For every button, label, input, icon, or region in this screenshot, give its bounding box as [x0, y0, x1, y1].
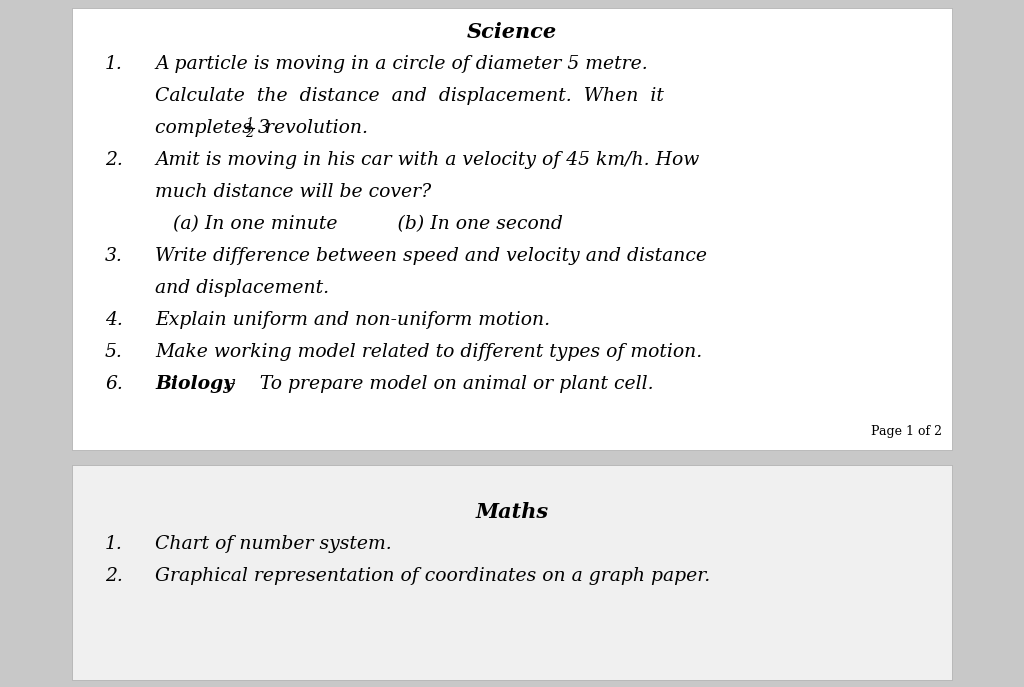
Text: 2: 2 — [245, 126, 253, 139]
Text: (a) In one minute          (b) In one second: (a) In one minute (b) In one second — [155, 215, 563, 233]
Text: A particle is moving in a circle of diameter 5 metre.: A particle is moving in a circle of diam… — [155, 55, 648, 73]
Text: 6.: 6. — [105, 375, 123, 393]
Text: 3.: 3. — [105, 247, 123, 265]
Bar — [72, 465, 952, 680]
Text: 1.: 1. — [105, 55, 123, 73]
Text: and displacement.: and displacement. — [155, 279, 329, 297]
Text: completes 3: completes 3 — [155, 119, 269, 137]
Text: :-    To prepare model on animal or plant cell.: :- To prepare model on animal or plant c… — [217, 375, 653, 393]
Bar — [72, 8, 952, 450]
Text: 1: 1 — [245, 117, 253, 130]
Text: Write difference between speed and velocity and distance: Write difference between speed and veloc… — [155, 247, 707, 265]
Text: 2.: 2. — [105, 567, 123, 585]
Text: Graphical representation of coordinates on a graph paper.: Graphical representation of coordinates … — [155, 567, 711, 585]
Text: Biology: Biology — [155, 375, 234, 393]
Text: Chart of number system.: Chart of number system. — [155, 535, 392, 553]
Text: 2.: 2. — [105, 151, 123, 169]
Text: Amit is moving in his car with a velocity of 45 km/h. How: Amit is moving in his car with a velocit… — [155, 151, 699, 169]
Text: Calculate  the  distance  and  displacement.  When  it: Calculate the distance and displacement.… — [155, 87, 664, 105]
Text: Science: Science — [467, 22, 557, 42]
Text: Make working model related to different types of motion.: Make working model related to different … — [155, 343, 702, 361]
Text: much distance will be cover?: much distance will be cover? — [155, 183, 431, 201]
Text: Explain uniform and non-uniform motion.: Explain uniform and non-uniform motion. — [155, 311, 550, 329]
Text: 5.: 5. — [105, 343, 123, 361]
Text: 4.: 4. — [105, 311, 123, 329]
Text: Maths: Maths — [475, 502, 549, 522]
Text: Page 1 of 2: Page 1 of 2 — [871, 425, 942, 438]
Text: revolution.: revolution. — [259, 119, 368, 137]
Text: 1.: 1. — [105, 535, 123, 553]
